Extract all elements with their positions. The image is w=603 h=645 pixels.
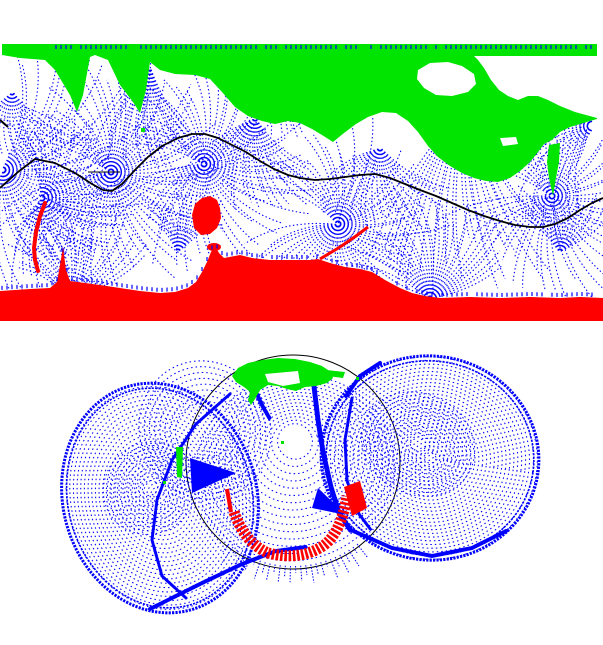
green-polar-cap: [163, 358, 359, 484]
footpoint-ticks: [1, 45, 593, 297]
sphere-projection-panel: [60, 354, 541, 615]
limb-fringe: [221, 543, 368, 583]
red-crescent: [225, 481, 367, 562]
green-polarity-region: [2, 44, 597, 196]
synoptic-map-panel: [0, 44, 603, 322]
dense-field-channels: [148, 361, 508, 611]
red-polarity-region: [0, 196, 603, 321]
neutral-line: [0, 119, 603, 228]
red-blob: [192, 196, 221, 235]
green-dot: [141, 128, 145, 132]
